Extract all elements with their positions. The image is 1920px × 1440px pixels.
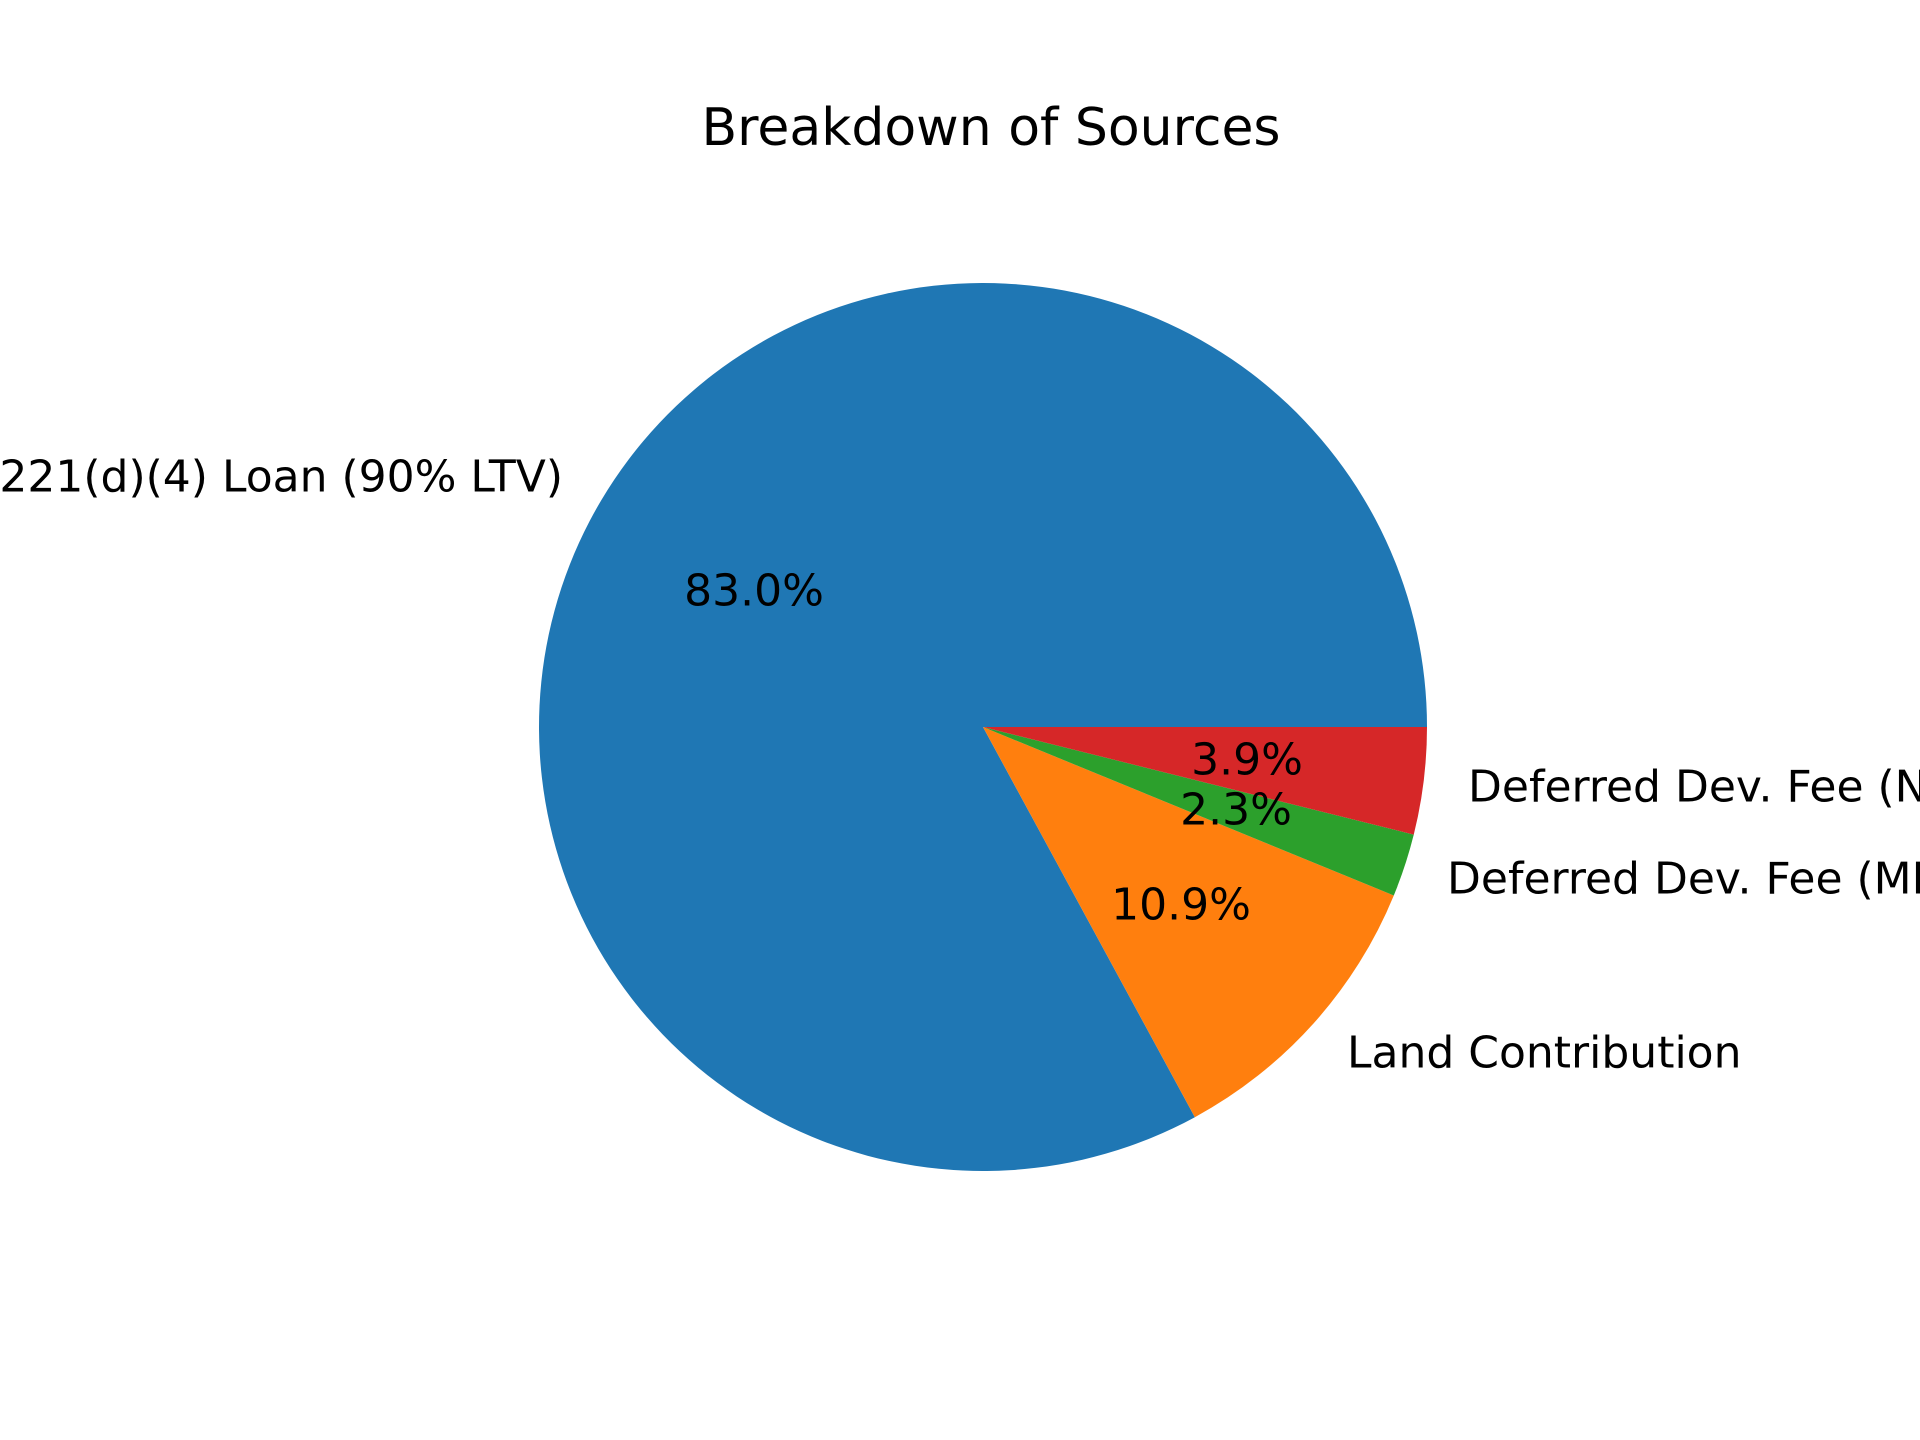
slice-pct-0: 83.0%: [684, 565, 824, 617]
pie-slice-0: [538, 283, 1427, 1172]
slice-pct-1: 10.9%: [1111, 879, 1251, 931]
slice-label-1: Land Contribution: [1347, 1027, 1742, 1079]
pie-slice-2: [983, 727, 1414, 896]
chart-title: Breakdown of Sources: [701, 98, 1281, 158]
pie-slice-3: [983, 727, 1427, 835]
slice-label-0: D 221(d)(4) Loan (90% LTV): [0, 451, 563, 503]
slice-label-2: Deferred Dev. Fee (MH: [1447, 853, 1920, 905]
slice-pct-3: 3.9%: [1191, 734, 1303, 786]
slice-label-3: Deferred Dev. Fee (No: [1468, 761, 1920, 813]
slice-pct-2: 2.3%: [1180, 784, 1292, 836]
pie-slice-1: [983, 727, 1394, 1118]
